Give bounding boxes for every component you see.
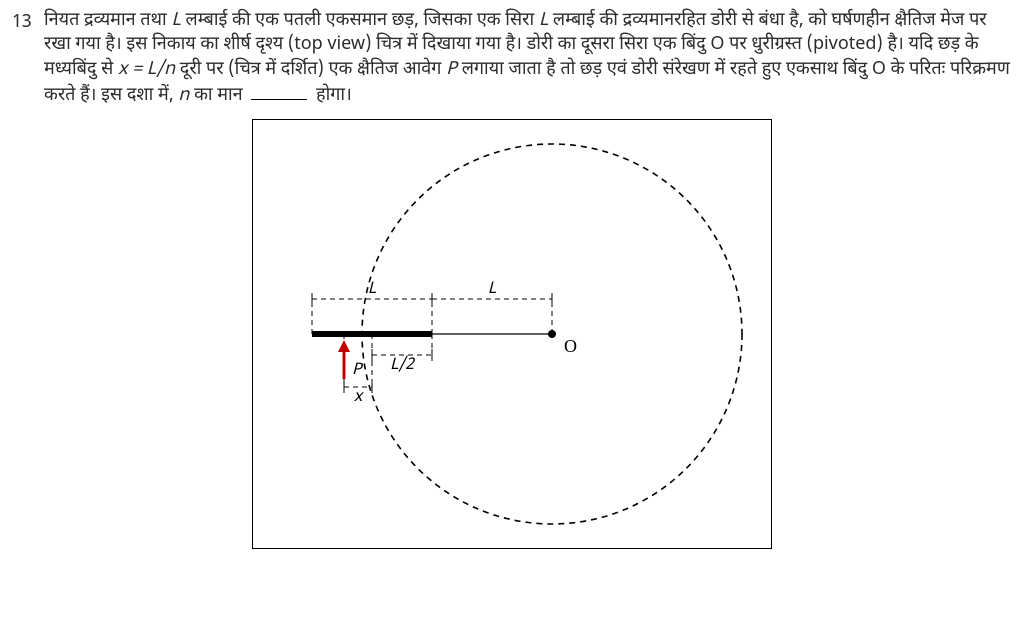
sym-L-1: L	[171, 10, 180, 33]
figure-container: LLOL/2xP	[252, 119, 772, 549]
question-number: 13	[12, 10, 44, 35]
sym-n: n	[178, 85, 189, 108]
figure-svg: LLOL/2xP	[252, 119, 772, 549]
sym-L-2: L	[539, 10, 548, 33]
qtext-p2: लम्बाई की एक पतली एकसमान छड़, जिसका एक स…	[181, 10, 539, 33]
svg-text:L: L	[488, 279, 497, 300]
question-text: नियत द्रव्यमान तथा L लम्बाई की एक पतली ए…	[44, 10, 1012, 109]
svg-text:L/2: L/2	[390, 355, 415, 376]
sym-P: P	[446, 59, 457, 82]
qtext-p1: नियत द्रव्यमान तथा	[44, 10, 171, 33]
qtext-p7: होगा।	[311, 85, 352, 108]
qtext-p6: का मान	[189, 85, 247, 108]
sym-x-eq: x = L/n	[118, 59, 175, 82]
svg-text:O: O	[564, 336, 577, 356]
answer-blank	[251, 83, 307, 100]
svg-text:L: L	[368, 279, 377, 300]
qtext-p4: दूरी पर (चित्र में दर्शित) एक क्षैतिज आव…	[175, 59, 446, 82]
